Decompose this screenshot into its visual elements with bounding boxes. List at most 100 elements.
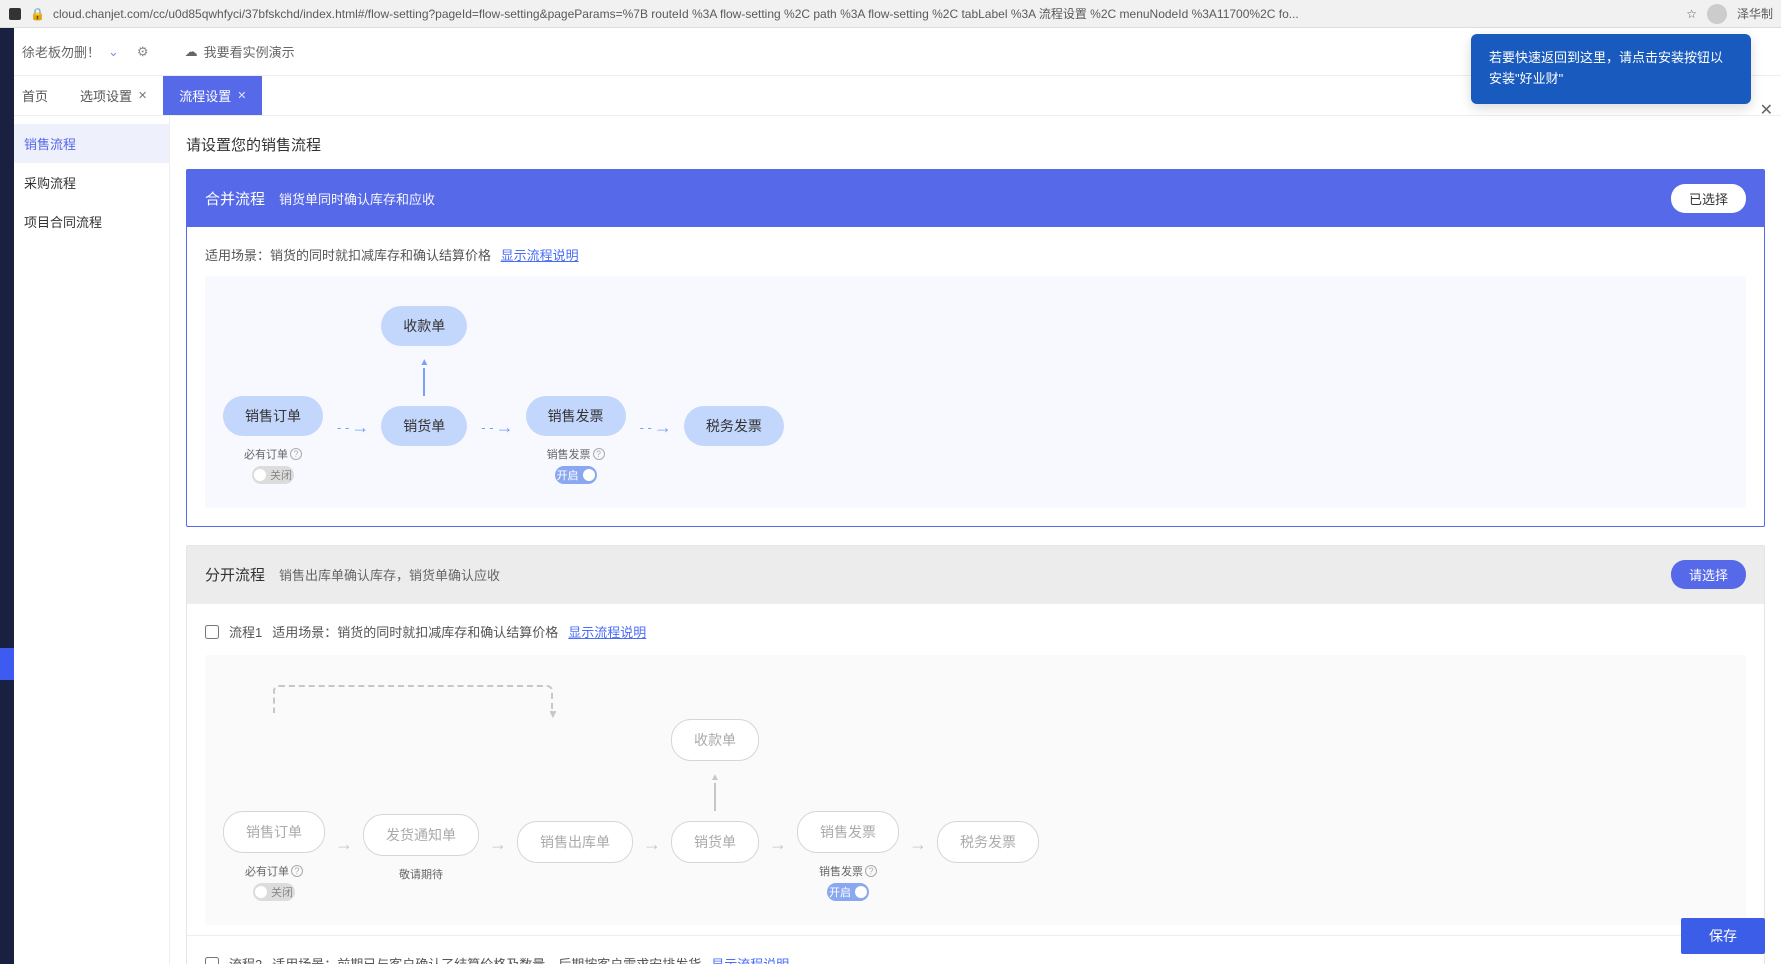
sidebar-item-label: 销售流程 [24, 137, 76, 152]
arrow-icon: - - [640, 417, 670, 438]
flow1-checkbox[interactable] [205, 625, 219, 639]
lock-icon: 🔒 [30, 7, 45, 21]
help-icon[interactable]: ? [593, 448, 605, 460]
node-sales-order: 销售订单 [223, 396, 323, 436]
node-receipt-gray: 收款单 [671, 719, 759, 761]
node-delivery-gray: 销货单 [671, 821, 759, 863]
arrow-icon [335, 834, 353, 855]
page-title: 请设置您的销售流程 [186, 134, 1765, 155]
scenario-text: 适用场景：销货的同时就扣减库存和确认结算价格 [205, 248, 491, 263]
split-flow-card: 分开流程 销售出库单确认库存，销货单确认应收 请选择 流程1 适用场景：销货的同… [186, 545, 1765, 964]
split-select-button[interactable]: 请选择 [1671, 560, 1746, 589]
sub-label-invoice-g: 销售发票? [819, 863, 877, 879]
show-explain-link[interactable]: 显示流程说明 [501, 248, 579, 263]
gear-icon[interactable]: ⚙ [137, 44, 149, 60]
left-nav-stripe [0, 28, 14, 964]
help-icon[interactable]: ? [290, 448, 302, 460]
tab-flow-settings[interactable]: 流程设置 ✕ [163, 76, 262, 115]
arrow-icon [643, 834, 661, 855]
merge-card-head: 合并流程 销货单同时确认库存和应收 已选择 [187, 170, 1764, 227]
arrow-up-icon [710, 767, 720, 811]
node-sales-order-gray: 销售订单 [223, 811, 325, 853]
toggle-order-off-g[interactable]: 关闭 [253, 883, 295, 901]
cloud-icon: ☁ [185, 44, 198, 60]
toggle-invoice-on-g[interactable]: 开启 [827, 883, 869, 901]
tab-option-settings[interactable]: 选项设置 ✕ [64, 76, 163, 115]
page-trail-text: 泽华制 [1737, 5, 1773, 22]
flow2-header: 流程2 适用场景：前期已与客户确认了结算价格及数量，后期按客户需求安排发货 显示… [205, 954, 1746, 964]
help-icon[interactable]: ? [865, 865, 877, 877]
node-sales-invoice-gray: 销售发票 [797, 811, 899, 853]
sub-label-invoice: 销售发票? [547, 446, 605, 462]
sub-label-order-g: 必有订单? [245, 863, 303, 879]
chevron-down-icon: ⌄ [108, 44, 119, 60]
sub-label-order: 必有订单? [244, 446, 302, 462]
arrow-icon [769, 834, 787, 855]
flow2-checkbox[interactable] [205, 957, 219, 964]
flow1-explain-link[interactable]: 显示流程说明 [568, 622, 646, 641]
sub-label-wait: 敬请期待 [399, 866, 443, 882]
close-icon[interactable]: ✕ [138, 89, 147, 102]
flow1-diagram: ▼ 销售订单 必有订单? 关闭 发货通知单 敬请期待 [205, 655, 1746, 925]
tab-icon [8, 7, 22, 21]
split-title: 分开流程 [205, 564, 265, 585]
sidebar-item-label: 采购流程 [24, 176, 76, 191]
main-layout: 销售流程 采购流程 项目合同流程 请设置您的销售流程 合并流程 销货单同时确认库… [0, 116, 1781, 964]
flow1-section: 流程1 适用场景：销货的同时就扣减库存和确认结算价格 显示流程说明 ▼ 销售订单… [187, 603, 1764, 935]
flow2-scenario: 适用场景：前期已与客户确认了结算价格及数量，后期按客户需求安排发货 [272, 954, 701, 964]
node-delivery: 销货单 [381, 406, 467, 446]
demo-link[interactable]: ☁ 我要看实例演示 [185, 42, 295, 61]
flow1-header: 流程1 适用场景：销货的同时就扣减库存和确认结算价格 显示流程说明 [205, 622, 1746, 641]
merge-scenario: 适用场景：销货的同时就扣减库存和确认结算价格 显示流程说明 [205, 245, 1746, 264]
toggle-order-off[interactable]: 关闭 [252, 466, 294, 484]
browser-url-bar: 🔒 cloud.chanjet.com/cc/u0d85qwhfyci/37bf… [0, 0, 1781, 28]
split-card-head: 分开流程 销售出库单确认库存，销货单确认应收 请选择 [187, 546, 1764, 603]
arrow-icon: - - [481, 417, 511, 438]
merge-diagram: 销售订单 必有订单? 关闭 - - 收款单 销货单 [205, 276, 1746, 508]
flow2-name: 流程2 [229, 954, 262, 964]
sidebar-item-label: 项目合同流程 [24, 215, 102, 230]
demo-text: 我要看实例演示 [204, 42, 295, 61]
flow1-scenario: 适用场景：销货的同时就扣减库存和确认结算价格 [272, 622, 558, 641]
sidebar: 销售流程 采购流程 项目合同流程 [0, 116, 170, 964]
flow1-name: 流程1 [229, 622, 262, 641]
flow2-explain-link[interactable]: 显示流程说明 [711, 954, 789, 964]
close-icon[interactable]: ✕ [237, 89, 246, 102]
nav-active-marker [0, 648, 14, 680]
node-tax-invoice-gray: 税务发票 [937, 821, 1039, 863]
sidebar-item-sales[interactable]: 销售流程 [0, 124, 169, 163]
arrow-icon: - - [337, 417, 367, 438]
toggle-invoice-on[interactable]: 开启 [555, 466, 597, 484]
arrow-up-icon [419, 352, 429, 396]
merge-card-body: 适用场景：销货的同时就扣减库存和确认结算价格 显示流程说明 销售订单 必有订单?… [187, 227, 1764, 526]
tab-label: 首页 [22, 86, 48, 105]
node-outbound: 销售出库单 [517, 821, 633, 863]
help-icon[interactable]: ? [291, 865, 303, 877]
merge-sub: 销货单同时确认库存和应收 [279, 189, 435, 208]
account-selector[interactable]: 徐老板勿删！ ⌄ [22, 42, 119, 61]
tab-label: 流程设置 [179, 86, 231, 105]
profile-avatar[interactable] [1707, 4, 1727, 24]
install-tip-popup: 若要快速返回到这里，请点击安装按钮以安装"好业财" [1471, 34, 1751, 104]
node-tax-invoice: 税务发票 [684, 406, 784, 446]
popup-text: 若要快速返回到这里，请点击安装按钮以安装"好业财" [1489, 50, 1723, 86]
save-bar: 保存 [1681, 908, 1765, 964]
arrow-icon [909, 834, 927, 855]
sidebar-item-contract[interactable]: 项目合同流程 [0, 202, 169, 241]
merge-flow-card: 合并流程 销货单同时确认库存和应收 已选择 适用场景：销货的同时就扣减库存和确认… [186, 169, 1765, 527]
tab-label: 选项设置 [80, 86, 132, 105]
merge-selected-button[interactable]: 已选择 [1671, 184, 1746, 213]
url-text: cloud.chanjet.com/cc/u0d85qwhfyci/37bfsk… [53, 5, 1678, 22]
content-area: 请设置您的销售流程 合并流程 销货单同时确认库存和应收 已选择 适用场景：销货的… [170, 116, 1781, 964]
arrow-down-icon: ▼ [547, 707, 559, 721]
arrow-icon [489, 834, 507, 855]
save-button[interactable]: 保存 [1681, 918, 1765, 954]
node-receipt: 收款单 [381, 306, 467, 346]
dashed-loop [273, 685, 553, 713]
tab-home[interactable]: 首页 [6, 76, 64, 115]
sidebar-item-purchase[interactable]: 采购流程 [0, 163, 169, 202]
merge-title: 合并流程 [205, 188, 265, 209]
node-ship-notice: 发货通知单 [363, 814, 479, 856]
star-icon[interactable]: ☆ [1686, 7, 1697, 21]
flow2-section: 流程2 适用场景：前期已与客户确认了结算价格及数量，后期按客户需求安排发货 显示… [187, 935, 1764, 964]
